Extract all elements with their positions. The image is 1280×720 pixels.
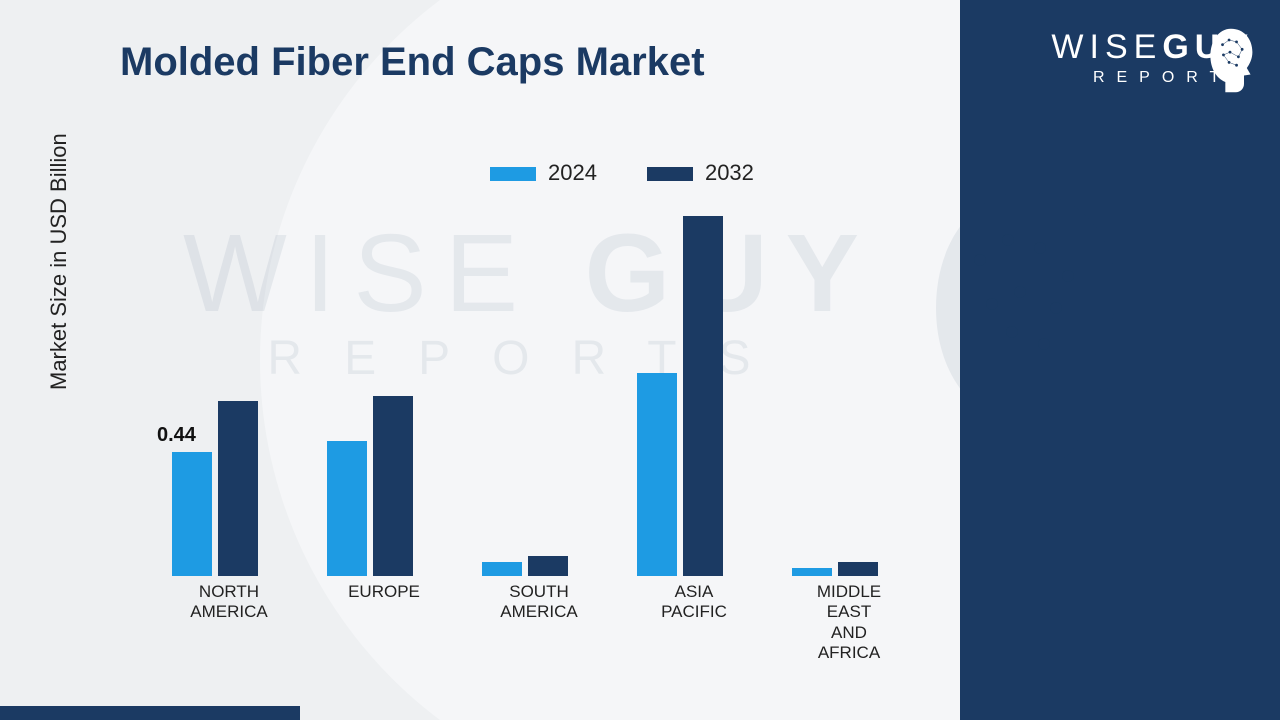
bar-2032 <box>218 401 258 576</box>
bar-2024 <box>792 568 832 576</box>
category-labels: NORTHAMERICA EUROPE SOUTHAMERICA ASIAPACIFI… <box>146 578 926 678</box>
chart-title: Molded Fiber End Caps Market <box>120 40 705 85</box>
legend-swatch-2024 <box>490 167 536 181</box>
category-label: NORTHAMERICA <box>159 582 299 623</box>
bar-chart: 2024 2032 Market Size in USD Billion NOR… <box>60 160 940 680</box>
decor-bottom-bar <box>0 706 300 720</box>
category-label: ASIAPACIFIC <box>624 582 764 623</box>
bar-2032 <box>373 396 413 576</box>
category-label: SOUTHAMERICA <box>469 582 609 623</box>
category-label: EUROPE <box>314 582 454 602</box>
bar-2024 <box>172 452 212 576</box>
bar-2024 <box>637 373 677 576</box>
chart-legend: 2024 2032 <box>490 160 754 186</box>
legend-item-2032: 2032 <box>647 160 754 186</box>
bar-value-label: 0.44 <box>157 424 196 447</box>
bar-2032 <box>528 556 568 576</box>
bar-2024 <box>482 562 522 576</box>
logo-head-icon <box>1200 26 1260 96</box>
bar-2032 <box>683 216 723 576</box>
bar-2024 <box>327 441 367 576</box>
category-label: MIDDLEEASTANDAFRICA <box>779 582 919 664</box>
legend-item-2024: 2024 <box>490 160 597 186</box>
bar-2032 <box>838 562 878 576</box>
y-axis-label: Market Size in USD Billion <box>46 133 72 390</box>
legend-swatch-2032 <box>647 167 693 181</box>
decor-right-band <box>960 0 1280 720</box>
brand-logo: WISEGUY REPORTS <box>994 28 1254 87</box>
stage: WISE GUY REPORTS Molded Fiber End Caps M… <box>0 0 1280 720</box>
chart-plot-area <box>146 196 926 576</box>
